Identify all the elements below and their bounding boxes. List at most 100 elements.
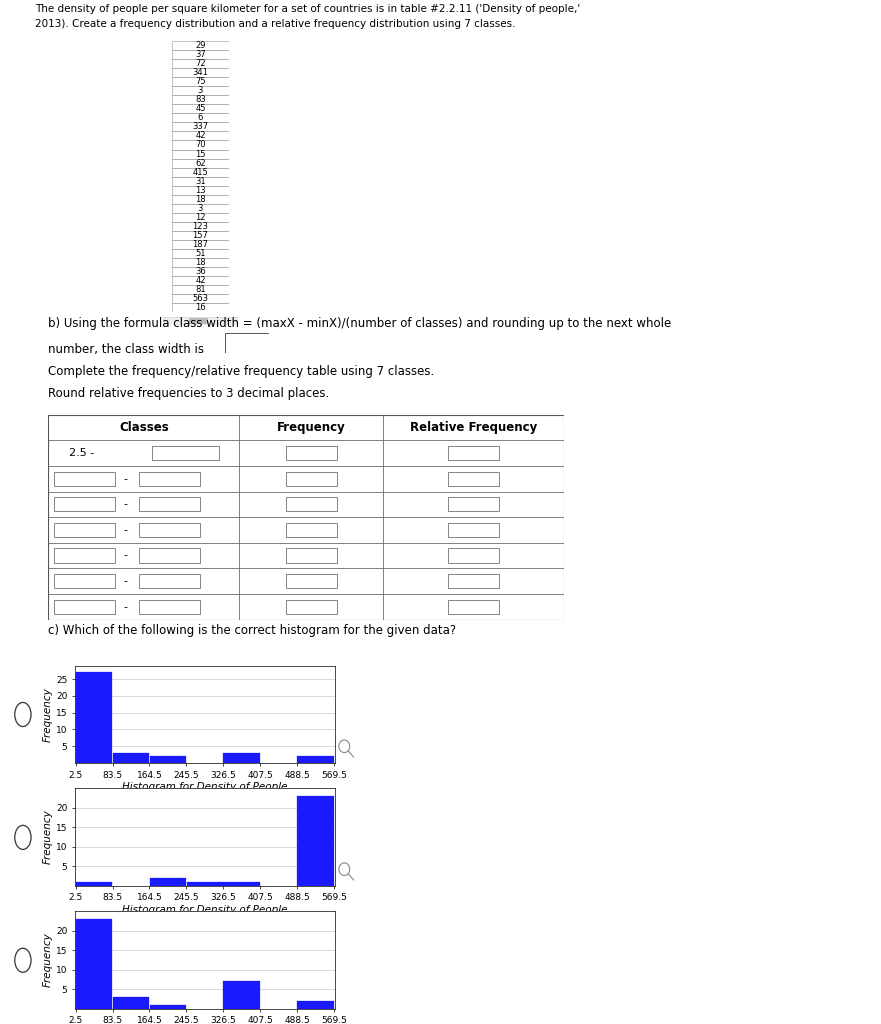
Bar bbox=[48, 543, 239, 568]
Text: 2013). Create a frequency distribution and a relative frequency distribution usi: 2013). Create a frequency distribution a… bbox=[35, 19, 515, 30]
Bar bbox=[150, 756, 186, 763]
Text: 13: 13 bbox=[195, 185, 206, 195]
Bar bbox=[54, 523, 115, 537]
Text: 45: 45 bbox=[196, 104, 205, 114]
Bar bbox=[54, 472, 115, 485]
Bar bbox=[172, 176, 229, 185]
Text: -: - bbox=[123, 551, 127, 560]
Bar bbox=[239, 492, 383, 517]
Text: 36: 36 bbox=[195, 267, 206, 276]
Bar bbox=[172, 286, 229, 294]
Bar bbox=[138, 549, 201, 562]
Bar bbox=[138, 472, 201, 485]
Bar bbox=[172, 50, 229, 59]
Text: 187: 187 bbox=[192, 240, 209, 249]
Text: 83: 83 bbox=[195, 95, 206, 104]
Text: 341: 341 bbox=[192, 69, 209, 77]
Bar bbox=[172, 77, 229, 86]
Bar bbox=[172, 123, 229, 131]
Text: c) Which of the following is the correct histogram for the given data?: c) Which of the following is the correct… bbox=[48, 624, 456, 637]
Y-axis label: Frequency: Frequency bbox=[43, 810, 53, 864]
Text: 75: 75 bbox=[195, 77, 206, 86]
Bar bbox=[172, 185, 229, 195]
Bar bbox=[172, 231, 229, 240]
Bar bbox=[383, 517, 564, 543]
Text: -: - bbox=[123, 577, 127, 586]
Bar bbox=[239, 568, 383, 594]
Bar bbox=[54, 549, 115, 562]
Bar bbox=[76, 882, 113, 886]
Text: 123: 123 bbox=[192, 222, 209, 230]
Bar bbox=[172, 267, 229, 276]
Bar bbox=[448, 523, 500, 537]
Bar bbox=[138, 574, 201, 588]
Bar bbox=[172, 86, 229, 95]
Bar bbox=[172, 258, 229, 267]
Bar bbox=[285, 600, 337, 613]
Bar bbox=[448, 498, 500, 511]
Bar bbox=[383, 466, 564, 492]
Bar bbox=[189, 318, 208, 324]
Text: 42: 42 bbox=[196, 276, 205, 285]
Bar bbox=[172, 104, 229, 114]
Y-axis label: Frequency: Frequency bbox=[43, 687, 53, 741]
Bar bbox=[239, 440, 383, 466]
Bar bbox=[172, 59, 229, 68]
Text: b) Using the formula class width = (maxX - minX)/(number of classes) and roundin: b) Using the formula class width = (maxX… bbox=[48, 317, 671, 331]
Bar bbox=[172, 204, 229, 213]
Bar bbox=[187, 882, 223, 886]
Text: number, the class width is: number, the class width is bbox=[48, 343, 204, 355]
Bar bbox=[239, 415, 383, 440]
Text: 81: 81 bbox=[195, 286, 206, 294]
Bar bbox=[448, 574, 500, 588]
Bar bbox=[285, 574, 337, 588]
Bar bbox=[285, 446, 337, 460]
Text: 18: 18 bbox=[195, 195, 206, 204]
Bar bbox=[224, 882, 260, 886]
Bar bbox=[297, 756, 334, 763]
Bar bbox=[383, 415, 564, 440]
Bar bbox=[383, 440, 564, 466]
Text: Frequency: Frequency bbox=[277, 421, 345, 434]
Text: 37: 37 bbox=[195, 50, 206, 59]
Bar bbox=[54, 574, 115, 588]
Text: -: - bbox=[123, 474, 127, 483]
Text: 51: 51 bbox=[196, 249, 205, 258]
Bar bbox=[152, 446, 218, 460]
Bar bbox=[297, 797, 334, 886]
Text: -: - bbox=[123, 500, 127, 509]
Text: 563: 563 bbox=[192, 294, 209, 303]
Text: 6: 6 bbox=[197, 114, 204, 122]
Bar bbox=[224, 753, 260, 763]
Text: 2.5 -: 2.5 - bbox=[69, 449, 94, 458]
Bar bbox=[150, 878, 186, 886]
Text: 62: 62 bbox=[195, 159, 206, 168]
Bar bbox=[172, 168, 229, 177]
Bar bbox=[285, 498, 337, 511]
Bar bbox=[285, 523, 337, 537]
Bar bbox=[172, 195, 229, 204]
Text: 42: 42 bbox=[196, 131, 205, 140]
Bar bbox=[239, 466, 383, 492]
Text: 3: 3 bbox=[197, 86, 204, 95]
Bar bbox=[172, 95, 229, 104]
Bar bbox=[172, 303, 229, 312]
Text: 337: 337 bbox=[192, 123, 209, 131]
Bar bbox=[239, 594, 383, 620]
Bar bbox=[113, 753, 149, 763]
Bar bbox=[138, 523, 201, 537]
Bar bbox=[383, 568, 564, 594]
Bar bbox=[448, 549, 500, 562]
Bar bbox=[448, 446, 500, 460]
Bar bbox=[448, 472, 500, 485]
Bar bbox=[48, 594, 239, 620]
Bar bbox=[48, 415, 239, 440]
Text: 12: 12 bbox=[196, 213, 205, 222]
X-axis label: Histogram for Density of People: Histogram for Density of People bbox=[122, 782, 287, 793]
Bar bbox=[285, 472, 337, 485]
Text: 16: 16 bbox=[195, 303, 206, 312]
Bar bbox=[48, 466, 239, 492]
Bar bbox=[54, 498, 115, 511]
Bar bbox=[172, 150, 229, 159]
Bar bbox=[76, 920, 113, 1009]
